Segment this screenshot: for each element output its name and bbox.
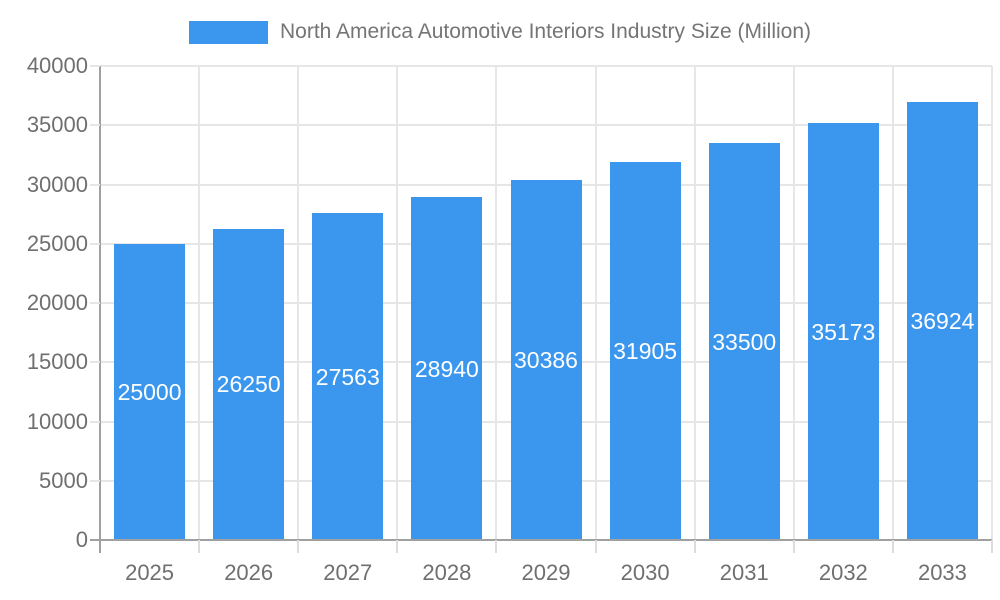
v-gridline — [198, 66, 201, 540]
bar — [510, 179, 582, 540]
x-axis-label: 2028 — [422, 560, 472, 585]
bar-value-label: 35173 — [811, 318, 876, 345]
bar — [708, 143, 780, 540]
x-axis-line — [90, 539, 992, 541]
y-axis-label: 5000 — [39, 467, 88, 493]
y-axis-label: 10000 — [26, 408, 88, 434]
y-tick — [90, 420, 100, 423]
y-axis-label: 0 — [75, 527, 88, 552]
y-tick — [90, 183, 100, 186]
x-tick — [991, 540, 993, 553]
v-gridline — [991, 66, 993, 540]
y-axis-label: 40000 — [26, 53, 88, 78]
y-tick — [90, 361, 100, 364]
x-axis-label: 2033 — [917, 560, 967, 585]
x-axis-label: 2029 — [521, 560, 571, 585]
x-tick — [198, 540, 201, 553]
x-axis-label: 2025 — [125, 560, 175, 585]
bar-value-label: 25000 — [117, 378, 182, 405]
bar-value-label: 33500 — [712, 328, 777, 355]
x-tick — [891, 540, 894, 553]
v-gridline — [693, 66, 696, 540]
x-axis-label: 2032 — [818, 560, 868, 585]
x-tick — [792, 540, 795, 553]
bar-value-label: 30386 — [514, 346, 578, 373]
bar-value-label: 31905 — [613, 337, 678, 364]
h-gridline — [100, 65, 992, 67]
v-gridline — [495, 66, 498, 540]
x-tick — [297, 540, 300, 553]
x-axis-label: 2031 — [719, 560, 769, 585]
x-tick — [594, 540, 597, 553]
bar — [411, 197, 483, 540]
plot-area: 25000 26250 27563 28940 30386 31905 33500 35173… — [100, 65, 993, 540]
bar-value-label: 27563 — [315, 363, 380, 390]
v-gridline — [297, 66, 300, 540]
y-axis-label: 15000 — [26, 349, 88, 375]
legend-label: North America Automotive Interiors Indus… — [279, 20, 812, 43]
bar — [213, 228, 285, 540]
bar — [114, 243, 186, 540]
x-tick — [396, 540, 399, 553]
y-tick — [90, 65, 100, 67]
y-axis-label: 35000 — [26, 112, 88, 138]
bar — [807, 123, 879, 540]
x-axis-label: 2026 — [224, 560, 274, 585]
bar-value-label: 36924 — [910, 308, 975, 335]
bar — [609, 161, 681, 540]
h-gridline — [100, 124, 992, 127]
bar — [312, 213, 384, 540]
y-tick — [90, 302, 100, 304]
legend-swatch — [188, 20, 268, 44]
v-gridline — [594, 66, 597, 540]
y-axis-label: 25000 — [26, 230, 88, 256]
bar-value-label: 28940 — [414, 355, 479, 382]
v-gridline — [891, 66, 894, 540]
x-tick — [495, 540, 498, 553]
v-gridline — [396, 66, 399, 540]
y-tick — [90, 479, 100, 482]
bar — [906, 102, 978, 540]
x-tick — [693, 540, 696, 553]
bar-value-label: 26250 — [216, 371, 281, 398]
y-axis-line — [99, 66, 101, 553]
v-gridline — [792, 66, 795, 540]
y-axis-label: 20000 — [26, 290, 88, 315]
y-tick — [90, 242, 100, 245]
y-tick — [90, 124, 100, 127]
chart-legend: North America Automotive Interiors Indus… — [0, 20, 1000, 44]
x-axis-label: 2030 — [620, 560, 670, 585]
x-axis-label: 2027 — [323, 560, 373, 585]
y-axis-label: 30000 — [26, 171, 88, 197]
